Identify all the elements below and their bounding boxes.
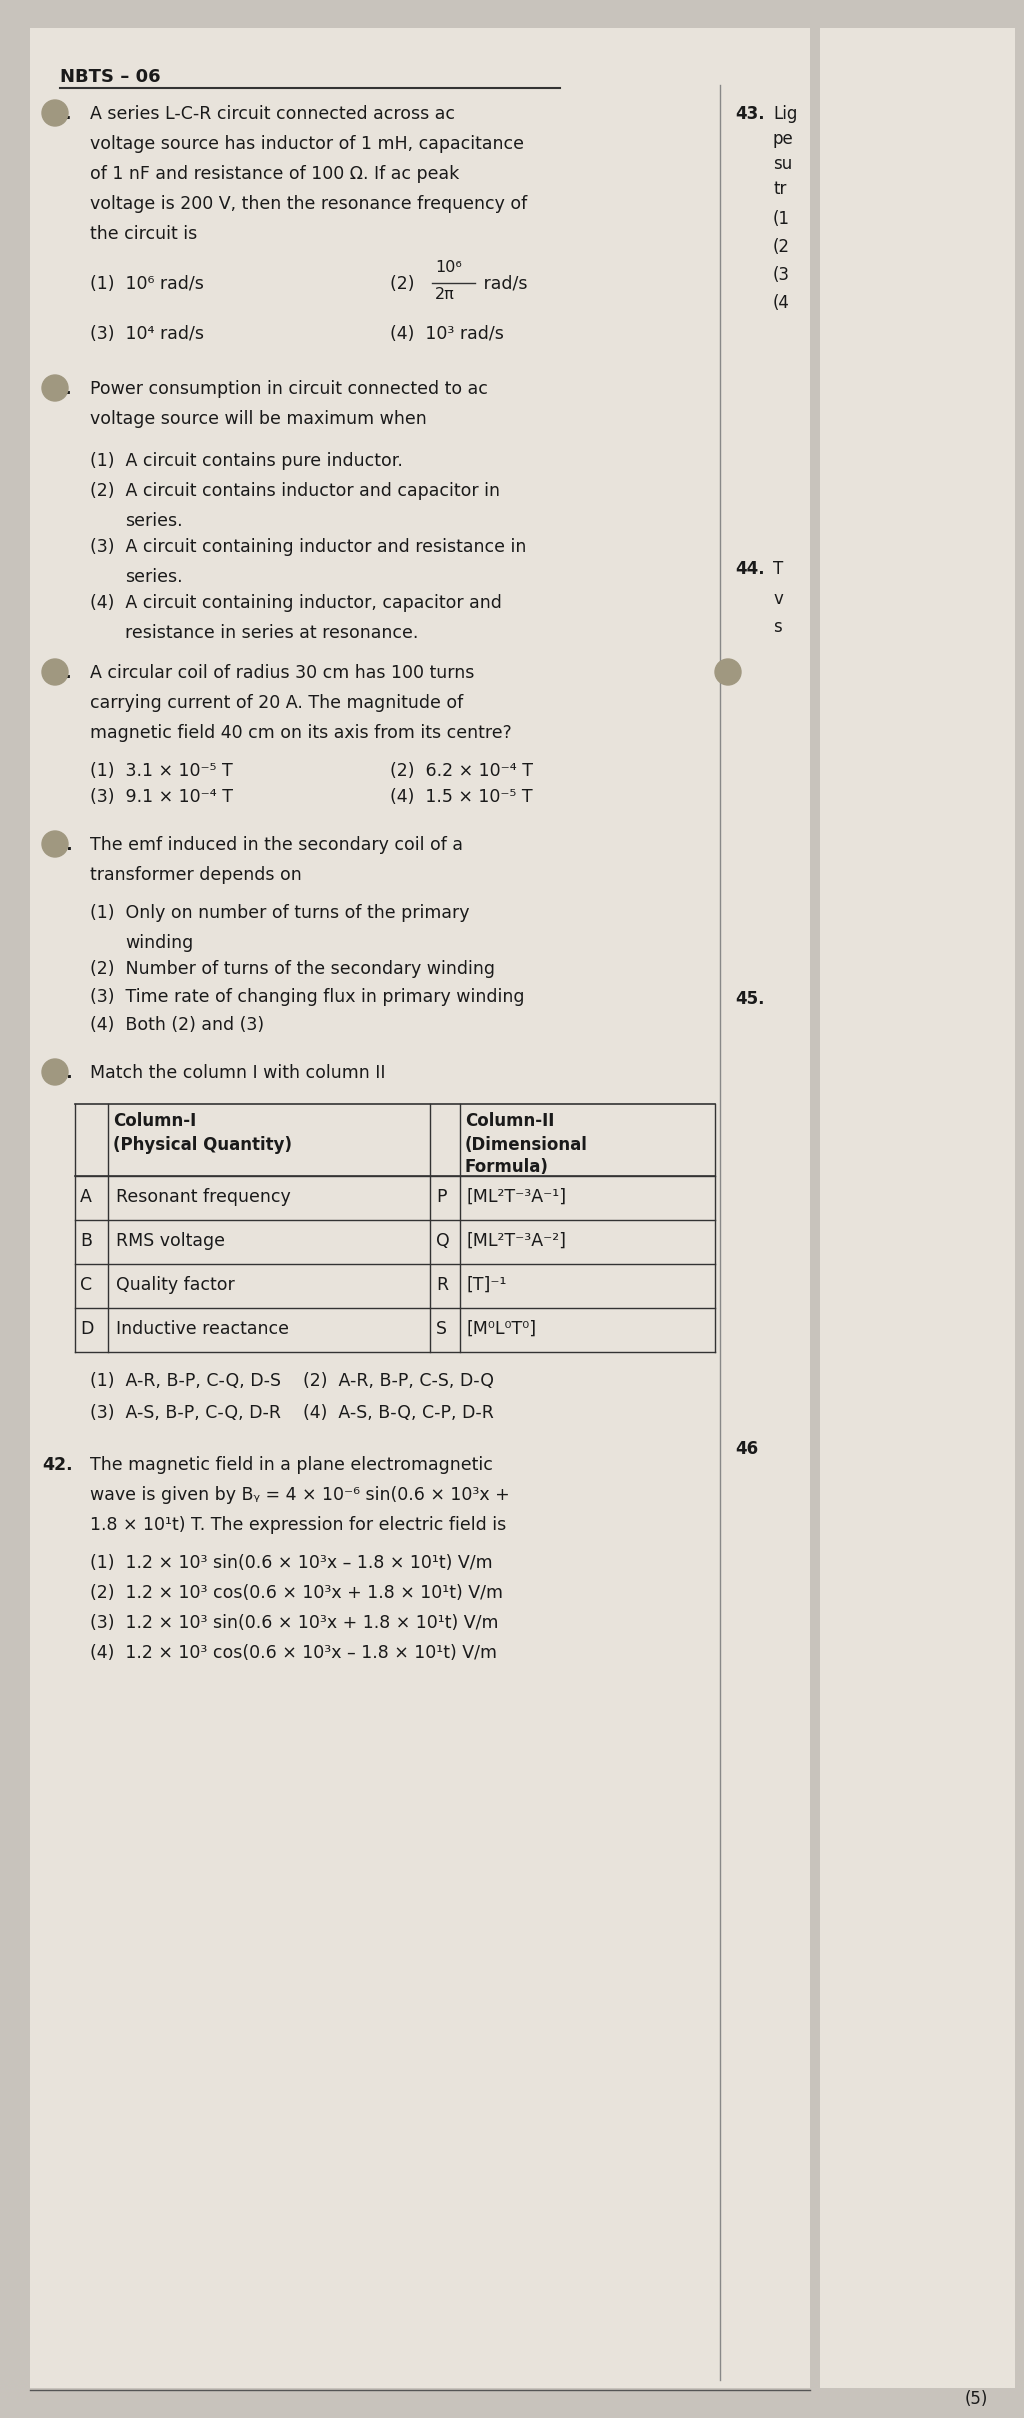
- Text: (2)  6.2 × 10⁻⁴ T: (2) 6.2 × 10⁻⁴ T: [390, 762, 534, 781]
- Text: (2)  1.2 × 10³ cos(0.6 × 10³x + 1.8 × 10¹t) V/m: (2) 1.2 × 10³ cos(0.6 × 10³x + 1.8 × 10¹…: [90, 1584, 503, 1603]
- Text: 43.: 43.: [735, 104, 765, 123]
- Text: (Physical Quantity): (Physical Quantity): [113, 1136, 292, 1153]
- Text: su: su: [773, 155, 793, 174]
- Text: 38.: 38.: [42, 380, 73, 399]
- Text: (1)  Only on number of turns of the primary: (1) Only on number of turns of the prima…: [90, 904, 469, 921]
- Text: pe: pe: [773, 131, 794, 147]
- Text: The magnetic field in a plane electromagnetic: The magnetic field in a plane electromag…: [90, 1456, 493, 1475]
- Text: (4)  1.2 × 10³ cos(0.6 × 10³x – 1.8 × 10¹t) V/m: (4) 1.2 × 10³ cos(0.6 × 10³x – 1.8 × 10¹…: [90, 1644, 497, 1661]
- Text: (Dimensional: (Dimensional: [465, 1136, 588, 1153]
- Text: (3)  1.2 × 10³ sin(0.6 × 10³x + 1.8 × 10¹t) V/m: (3) 1.2 × 10³ sin(0.6 × 10³x + 1.8 × 10¹…: [90, 1613, 499, 1632]
- Text: magnetic field 40 cm on its axis from its centre?: magnetic field 40 cm on its axis from it…: [90, 723, 512, 742]
- Text: Match the column I with column II: Match the column I with column II: [90, 1064, 385, 1081]
- Text: Quality factor: Quality factor: [116, 1277, 234, 1294]
- Text: [T]⁻¹: [T]⁻¹: [466, 1277, 507, 1294]
- Text: 1.8 × 10¹t) T. The expression for electric field is: 1.8 × 10¹t) T. The expression for electr…: [90, 1516, 506, 1533]
- Text: (2): (2): [390, 276, 426, 293]
- Text: Lig: Lig: [773, 104, 798, 123]
- Text: (3)  9.1 × 10⁻⁴ T: (3) 9.1 × 10⁻⁴ T: [90, 788, 233, 805]
- Text: (3: (3: [773, 266, 790, 283]
- Text: (4)  1.5 × 10⁻⁵ T: (4) 1.5 × 10⁻⁵ T: [390, 788, 532, 805]
- Text: s: s: [773, 619, 781, 636]
- Text: 46: 46: [735, 1441, 758, 1458]
- Text: A: A: [80, 1187, 92, 1207]
- Text: rad/s: rad/s: [478, 276, 527, 293]
- Text: P: P: [436, 1187, 446, 1207]
- Text: of 1 nF and resistance of 100 Ω. If ac peak: of 1 nF and resistance of 100 Ω. If ac p…: [90, 164, 459, 184]
- Text: carrying current of 20 A. The magnitude of: carrying current of 20 A. The magnitude …: [90, 694, 463, 711]
- Text: (1)  A circuit contains pure inductor.: (1) A circuit contains pure inductor.: [90, 452, 402, 469]
- Text: (2)  Number of turns of the secondary winding: (2) Number of turns of the secondary win…: [90, 960, 495, 977]
- Text: the circuit is: the circuit is: [90, 225, 198, 242]
- Text: winding: winding: [125, 933, 194, 953]
- Text: D: D: [80, 1320, 93, 1337]
- Text: (1)  3.1 × 10⁻⁵ T: (1) 3.1 × 10⁻⁵ T: [90, 762, 232, 781]
- Text: (1)  10⁶ rad/s: (1) 10⁶ rad/s: [90, 276, 204, 293]
- Text: (1)  1.2 × 10³ sin(0.6 × 10³x – 1.8 × 10¹t) V/m: (1) 1.2 × 10³ sin(0.6 × 10³x – 1.8 × 10¹…: [90, 1555, 493, 1572]
- Text: voltage source will be maximum when: voltage source will be maximum when: [90, 411, 427, 428]
- Text: T: T: [773, 561, 783, 578]
- Text: (1: (1: [773, 210, 790, 227]
- Text: (4)  10³ rad/s: (4) 10³ rad/s: [390, 324, 504, 343]
- Text: [ML²T⁻³A⁻²]: [ML²T⁻³A⁻²]: [466, 1233, 566, 1250]
- Text: resistance in series at resonance.: resistance in series at resonance.: [125, 624, 419, 643]
- Text: 44.: 44.: [735, 561, 765, 578]
- Text: RMS voltage: RMS voltage: [116, 1233, 225, 1250]
- Text: 42.: 42.: [42, 1456, 73, 1475]
- Text: series.: series.: [125, 568, 182, 585]
- Text: v: v: [773, 590, 783, 607]
- Text: C: C: [80, 1277, 92, 1294]
- Text: 10⁶: 10⁶: [435, 261, 462, 276]
- Text: (2: (2: [773, 237, 790, 256]
- Text: 37.: 37.: [42, 104, 73, 123]
- Text: (1)  A-R, B-P, C-Q, D-S    (2)  A-R, B-P, C-S, D-Q: (1) A-R, B-P, C-Q, D-S (2) A-R, B-P, C-S…: [90, 1371, 494, 1390]
- Text: 45.: 45.: [735, 989, 765, 1008]
- Text: The emf induced in the secondary coil of a: The emf induced in the secondary coil of…: [90, 837, 463, 854]
- Text: (4)  A circuit containing inductor, capacitor and: (4) A circuit containing inductor, capac…: [90, 595, 502, 612]
- Text: transformer depends on: transformer depends on: [90, 866, 302, 885]
- Text: (3)  A circuit containing inductor and resistance in: (3) A circuit containing inductor and re…: [90, 537, 526, 556]
- Circle shape: [42, 375, 68, 401]
- Circle shape: [42, 832, 68, 856]
- Text: series.: series.: [125, 513, 182, 530]
- Text: NBTS – 06: NBTS – 06: [60, 68, 161, 87]
- Text: (4)  Both (2) and (3): (4) Both (2) and (3): [90, 1016, 264, 1035]
- Text: [M⁰L⁰T⁰]: [M⁰L⁰T⁰]: [466, 1320, 537, 1337]
- FancyBboxPatch shape: [30, 29, 810, 2389]
- Text: A series L-C-R circuit connected across ac: A series L-C-R circuit connected across …: [90, 104, 455, 123]
- Text: Resonant frequency: Resonant frequency: [116, 1187, 291, 1207]
- Text: 41.: 41.: [42, 1064, 73, 1081]
- Text: tr: tr: [773, 179, 786, 198]
- Text: Power consumption in circuit connected to ac: Power consumption in circuit connected t…: [90, 380, 487, 399]
- Text: Formula): Formula): [465, 1158, 549, 1175]
- Text: (4: (4: [773, 295, 790, 312]
- Text: (5): (5): [965, 2389, 988, 2408]
- Text: 40.: 40.: [42, 837, 73, 854]
- Text: A circular coil of radius 30 cm has 100 turns: A circular coil of radius 30 cm has 100 …: [90, 665, 474, 682]
- Text: Column-II: Column-II: [465, 1112, 554, 1129]
- FancyBboxPatch shape: [820, 29, 1015, 2389]
- Text: (3)  Time rate of changing flux in primary winding: (3) Time rate of changing flux in primar…: [90, 989, 524, 1006]
- Text: Inductive reactance: Inductive reactance: [116, 1320, 289, 1337]
- Circle shape: [715, 660, 741, 684]
- Text: B: B: [80, 1233, 92, 1250]
- Circle shape: [42, 660, 68, 684]
- Text: (3)  10⁴ rad/s: (3) 10⁴ rad/s: [90, 324, 204, 343]
- Text: (2)  A circuit contains inductor and capacitor in: (2) A circuit contains inductor and capa…: [90, 481, 500, 501]
- Text: wave is given by Bᵧ = 4 × 10⁻⁶ sin(0.6 × 10³x +: wave is given by Bᵧ = 4 × 10⁻⁶ sin(0.6 ×…: [90, 1487, 510, 1504]
- Text: R: R: [436, 1277, 449, 1294]
- Text: Q: Q: [436, 1233, 450, 1250]
- Text: Column-I: Column-I: [113, 1112, 197, 1129]
- Text: 2π: 2π: [435, 288, 455, 302]
- Text: [ML²T⁻³A⁻¹]: [ML²T⁻³A⁻¹]: [466, 1187, 566, 1207]
- Text: S: S: [436, 1320, 447, 1337]
- Text: voltage source has inductor of 1 mH, capacitance: voltage source has inductor of 1 mH, cap…: [90, 135, 524, 152]
- Text: 39.: 39.: [42, 665, 73, 682]
- Text: (3)  A-S, B-P, C-Q, D-R    (4)  A-S, B-Q, C-P, D-R: (3) A-S, B-P, C-Q, D-R (4) A-S, B-Q, C-P…: [90, 1405, 494, 1422]
- Circle shape: [42, 1059, 68, 1086]
- Circle shape: [42, 99, 68, 126]
- Text: voltage is 200 V, then the resonance frequency of: voltage is 200 V, then the resonance fre…: [90, 196, 527, 213]
